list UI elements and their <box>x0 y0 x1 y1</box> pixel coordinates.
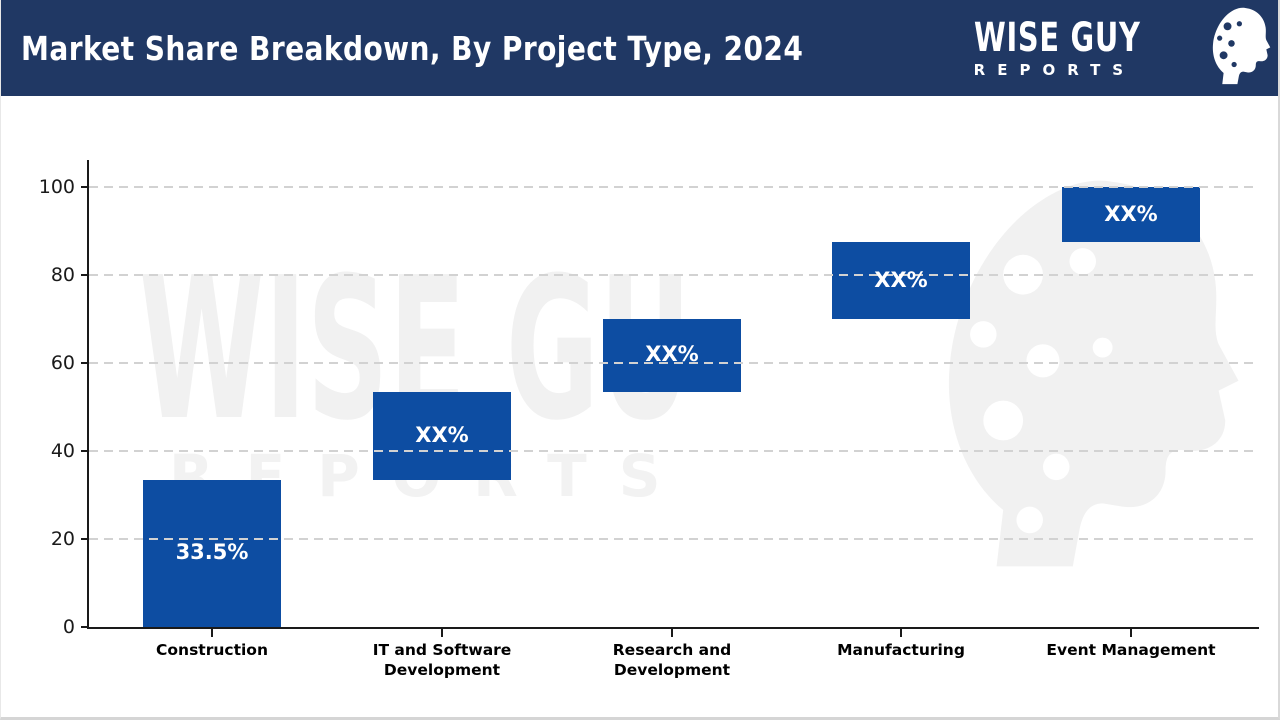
y-tick-label: 80 <box>50 264 75 286</box>
bar-4 <box>1062 187 1200 242</box>
y-tick <box>81 274 89 276</box>
gridline <box>89 274 1257 276</box>
y-tick <box>81 626 89 628</box>
x-tick <box>1130 629 1132 637</box>
bar-3 <box>832 242 970 319</box>
x-tick <box>441 629 443 637</box>
x-category-label: Construction <box>156 641 268 659</box>
bar-0 <box>143 479 281 627</box>
x-axis-line <box>87 627 1259 629</box>
x-tick <box>900 629 902 637</box>
header-bar: Market Share Breakdown, By Project Type,… <box>1 0 1278 96</box>
gridline <box>89 362 1257 364</box>
logo: WISE GUY REPORTS <box>974 18 1205 80</box>
y-tick-label: 20 <box>50 528 75 550</box>
x-tick <box>671 629 673 637</box>
gridline <box>89 186 1257 188</box>
y-axis-line <box>87 160 89 629</box>
watermark-face-icon <box>948 180 1239 567</box>
y-tick <box>81 450 89 452</box>
y-tick <box>81 362 89 364</box>
logo-wordmark: WISE GUY <box>973 15 1141 61</box>
y-tick-label: 40 <box>50 440 75 462</box>
x-tick <box>211 629 213 637</box>
bar-value-label: XX% <box>1104 201 1158 226</box>
bar-value-label: 33.5% <box>175 540 249 565</box>
x-category-label: Manufacturing <box>837 641 965 659</box>
bar-2 <box>603 319 741 392</box>
bar-1 <box>373 391 511 480</box>
x-category-label: Event Management <box>1046 641 1216 659</box>
y-tick <box>81 186 89 188</box>
logo-face-icon <box>1212 7 1271 85</box>
y-tick-label: 0 <box>62 616 75 638</box>
x-category-label: IT and Software Development <box>372 641 512 679</box>
bar-value-label: XX% <box>874 267 928 292</box>
bar-value-label: XX% <box>645 342 699 367</box>
logo-subtext: REPORTS <box>973 61 1136 79</box>
x-category-label: Research and Development <box>612 641 732 679</box>
bar-value-label: XX% <box>415 422 469 447</box>
page-title: Market Share Breakdown, By Project Type,… <box>21 28 804 68</box>
gridline <box>89 450 1257 452</box>
gridline <box>89 538 1257 540</box>
y-tick-label: 100 <box>38 176 75 198</box>
y-tick-label: 60 <box>50 352 75 374</box>
y-tick <box>81 538 89 540</box>
